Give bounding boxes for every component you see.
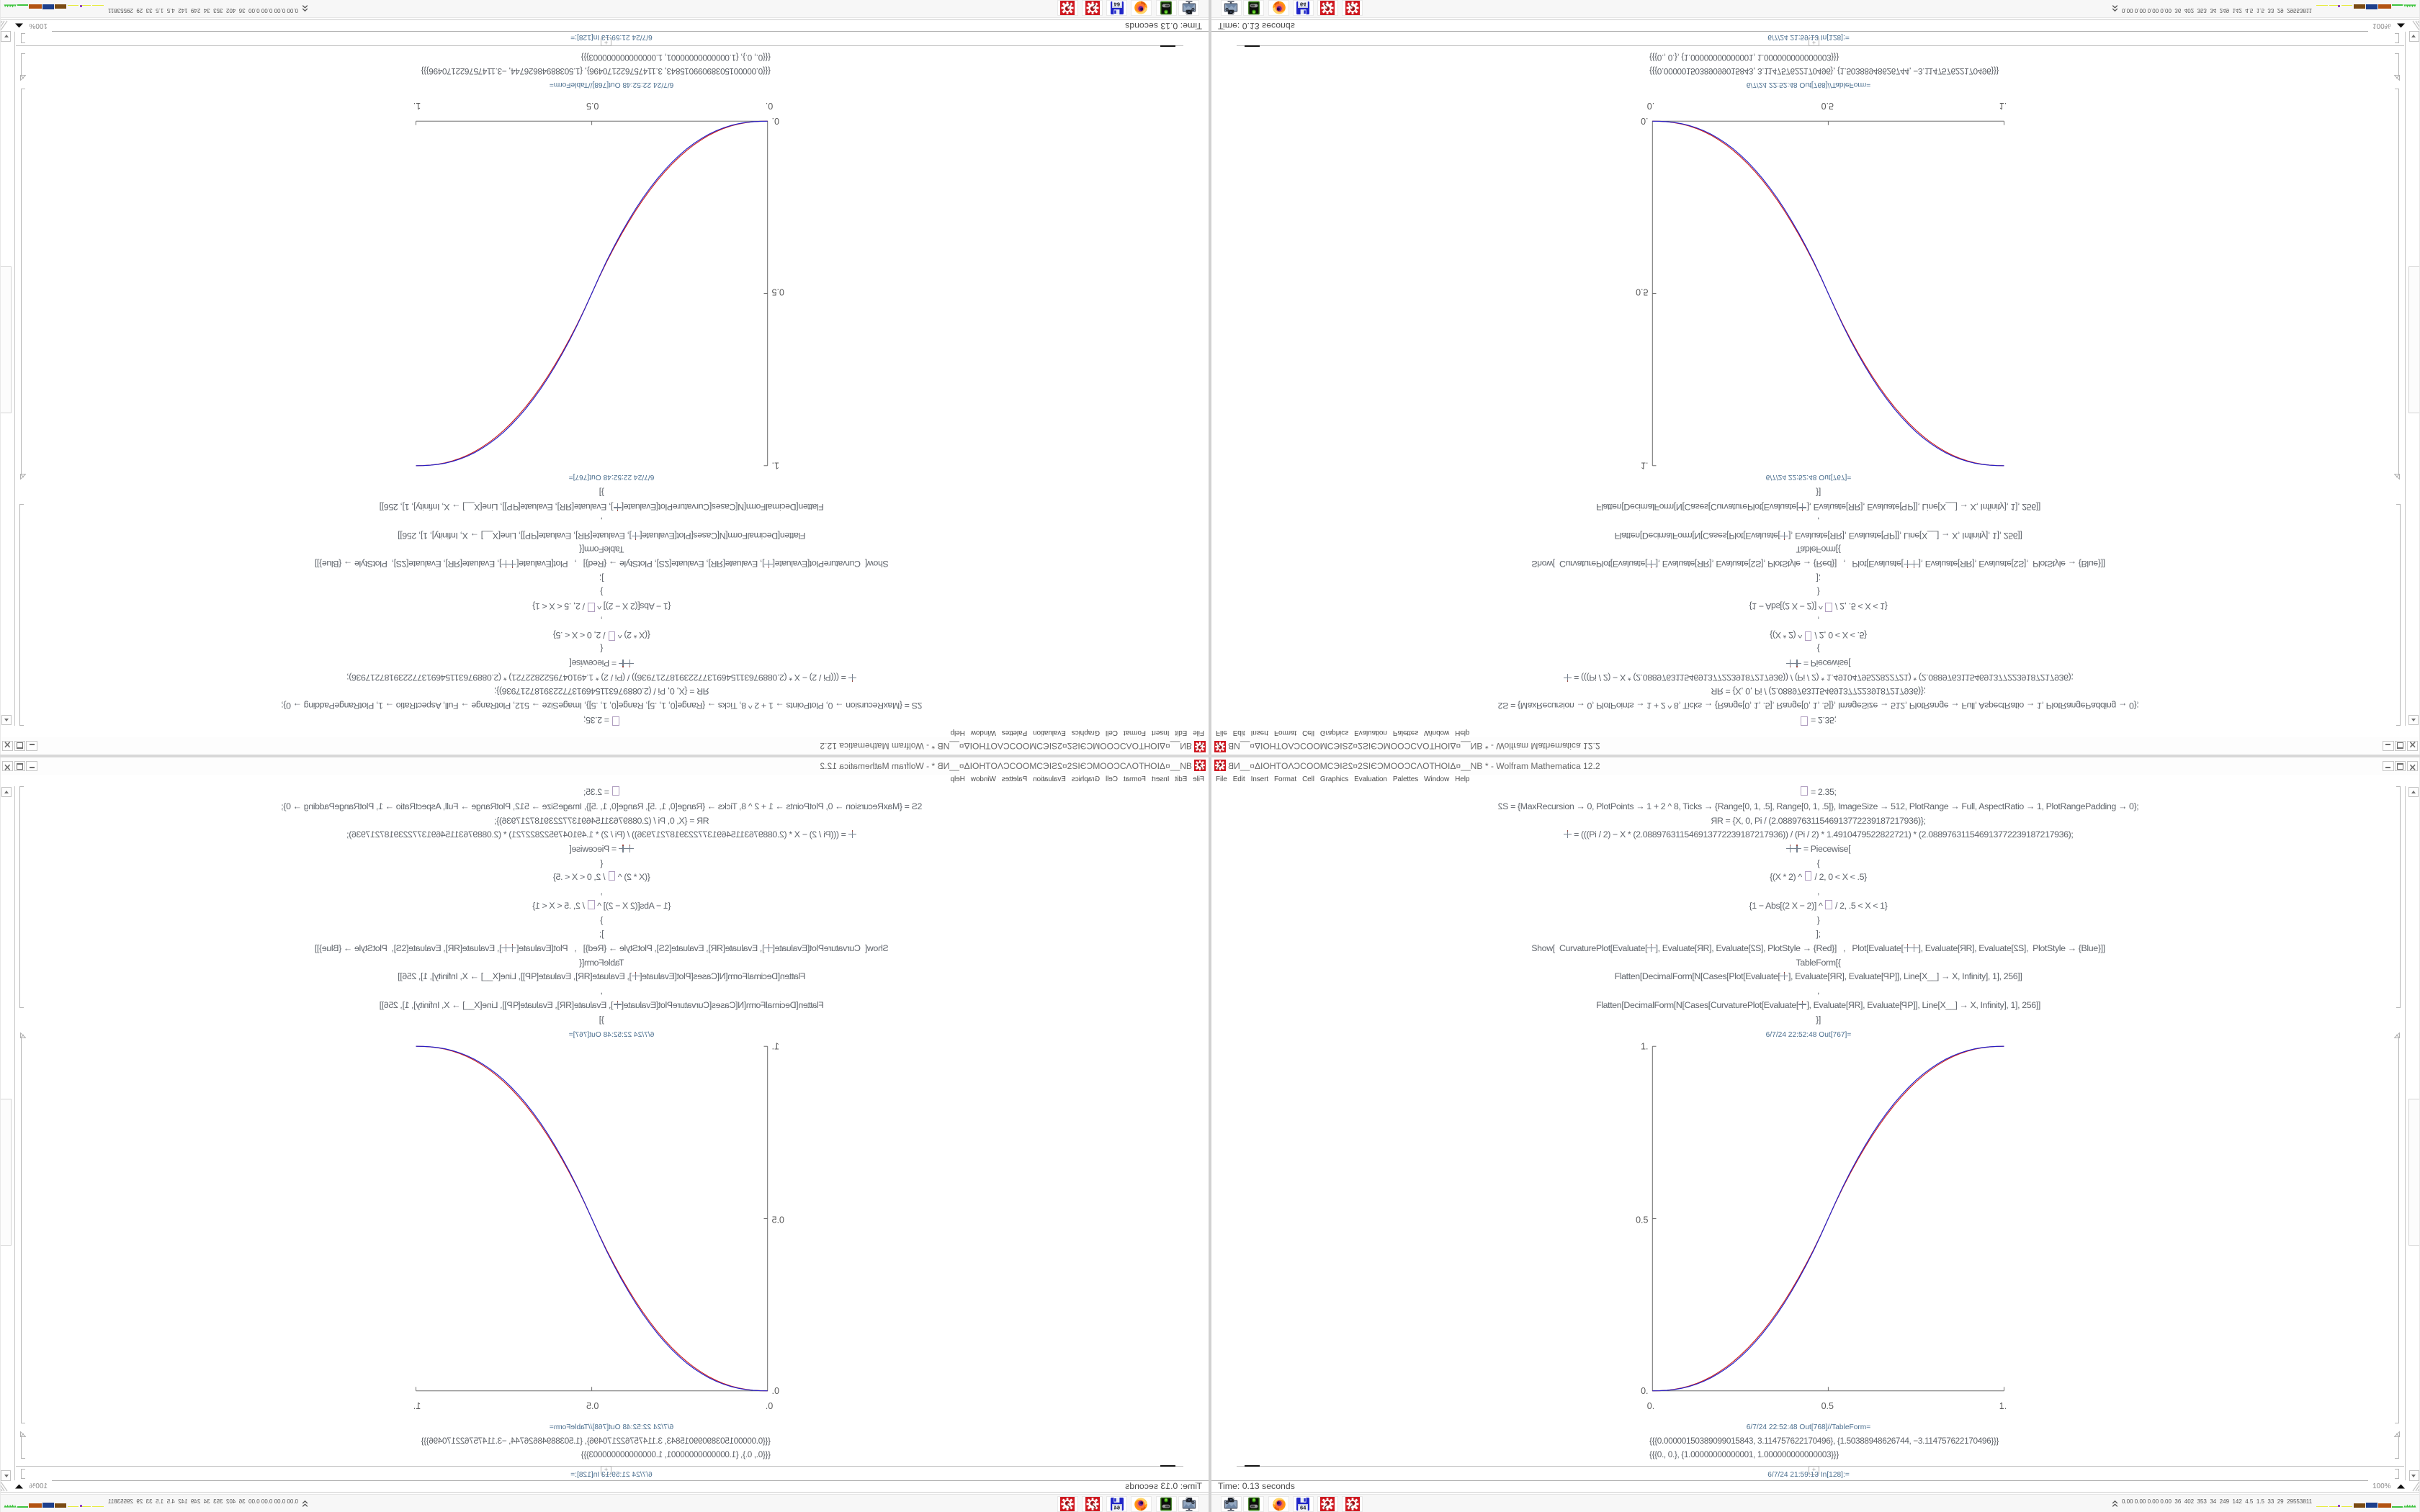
svg-text:64: 64: [1113, 1, 1120, 8]
svg-text:0.: 0.: [1647, 1401, 1654, 1411]
svg-text:0.5: 0.5: [586, 101, 599, 111]
svg-text:1.: 1.: [772, 460, 779, 470]
svg-text:0.: 0.: [1641, 116, 1648, 126]
svg-text:1.: 1.: [1641, 1042, 1648, 1052]
svg-text:0.5: 0.5: [771, 1215, 784, 1225]
svg-text:0.: 0.: [766, 1401, 773, 1411]
svg-text:0.: 0.: [772, 1386, 779, 1396]
svg-text:1.: 1.: [413, 101, 421, 111]
svg-text:0.: 0.: [1641, 1386, 1648, 1396]
svg-text:0.5: 0.5: [1821, 101, 1834, 111]
svg-text:0.: 0.: [1647, 101, 1654, 111]
svg-text:1.: 1.: [1641, 460, 1648, 470]
svg-text:1.: 1.: [1999, 1401, 2007, 1411]
svg-text:0.5: 0.5: [1636, 1215, 1648, 1225]
svg-text:0.5: 0.5: [1636, 287, 1648, 297]
svg-text:1.: 1.: [1999, 101, 2007, 111]
svg-text:1.: 1.: [772, 1042, 779, 1052]
svg-text:64: 64: [1300, 1, 1307, 8]
svg-text:64: 64: [1300, 1504, 1307, 1511]
svg-text:0.5: 0.5: [586, 1401, 599, 1411]
svg-text:0.5: 0.5: [771, 287, 784, 297]
svg-text:0.: 0.: [766, 101, 773, 111]
svg-text:1.: 1.: [413, 1401, 421, 1411]
svg-text:0.: 0.: [772, 116, 779, 126]
svg-text:64: 64: [1113, 1504, 1120, 1511]
svg-text:0.5: 0.5: [1821, 1401, 1834, 1411]
